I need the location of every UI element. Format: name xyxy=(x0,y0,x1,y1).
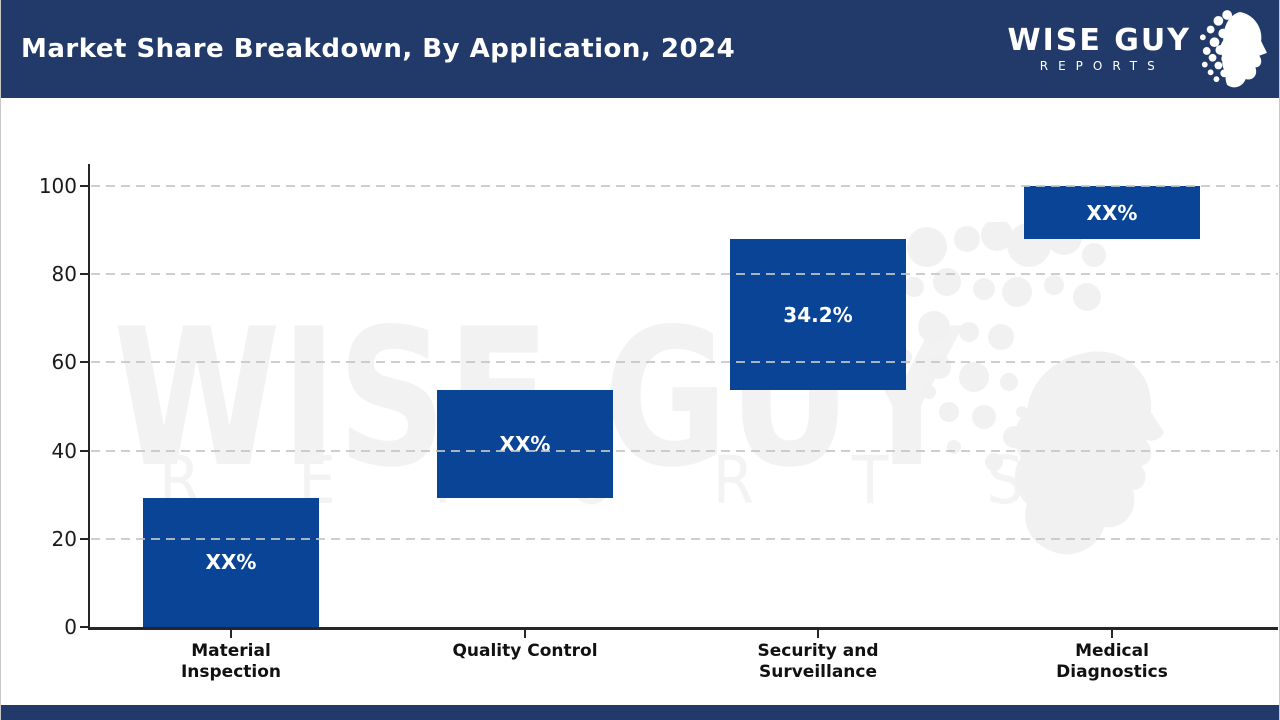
y-tick-80 xyxy=(80,273,89,276)
footer-bar xyxy=(1,705,1279,720)
x-category-label-medical-diagnostics: Medical Diagnostics xyxy=(1056,641,1168,682)
bar-value-label: 34.2% xyxy=(783,302,853,327)
watermark-face-icon xyxy=(896,222,1164,555)
bar-segment-security-and-surveillance: 34.2% xyxy=(730,239,906,391)
gridline-60 xyxy=(91,361,1278,364)
gridline-100 xyxy=(91,185,1278,187)
y-tick-label-20: 20 xyxy=(51,526,77,551)
x-tick-2 xyxy=(524,630,526,638)
x-tick-1 xyxy=(230,630,232,638)
x-category-label-quality-control: Quality Control xyxy=(452,641,598,661)
y-tick-label-40: 40 xyxy=(51,438,77,463)
y-tick-40 xyxy=(80,449,89,452)
y-tick-label-100: 100 xyxy=(38,174,77,198)
y-tick-20 xyxy=(80,537,89,540)
y-tick-0 xyxy=(80,626,89,628)
logo: WISE GUY REPORTS xyxy=(1007,8,1267,90)
bar-value-label: XX% xyxy=(499,431,551,456)
header-bar: Market Share Breakdown, By Application, … xyxy=(1,0,1279,98)
x-axis xyxy=(88,627,1278,630)
y-tick-label-0: 0 xyxy=(64,615,77,639)
y-tick-label-80: 80 xyxy=(51,262,77,287)
x-tick-4 xyxy=(1111,630,1113,638)
bar-segment-quality-control: XX% xyxy=(437,390,613,498)
x-category-label-material-inspection: Material Inspection xyxy=(180,641,282,682)
logo-reports-label: REPORTS xyxy=(1039,59,1165,73)
gridline-40 xyxy=(91,449,1278,452)
gridline-20 xyxy=(91,537,1278,540)
logo-wordmark: WISE GUY xyxy=(1007,23,1191,58)
y-tick-60 xyxy=(80,361,89,364)
bar-value-label: XX% xyxy=(205,550,257,575)
page-title: Market Share Breakdown, By Application, … xyxy=(21,34,736,64)
y-tick-label-60: 60 xyxy=(51,350,77,375)
gridline-80 xyxy=(91,273,1278,276)
bar-value-label: XX% xyxy=(1086,200,1138,225)
bar-segment-material-inspection: XX% xyxy=(143,497,319,627)
y-axis xyxy=(88,164,90,630)
x-category-label-security-and-surveillance: Security and Surveillance xyxy=(757,641,879,682)
logo-face-icon xyxy=(1199,10,1267,88)
bar-segment-medical-diagnostics: XX% xyxy=(1024,186,1200,240)
y-tick-100 xyxy=(80,185,89,187)
x-tick-3 xyxy=(817,630,819,638)
